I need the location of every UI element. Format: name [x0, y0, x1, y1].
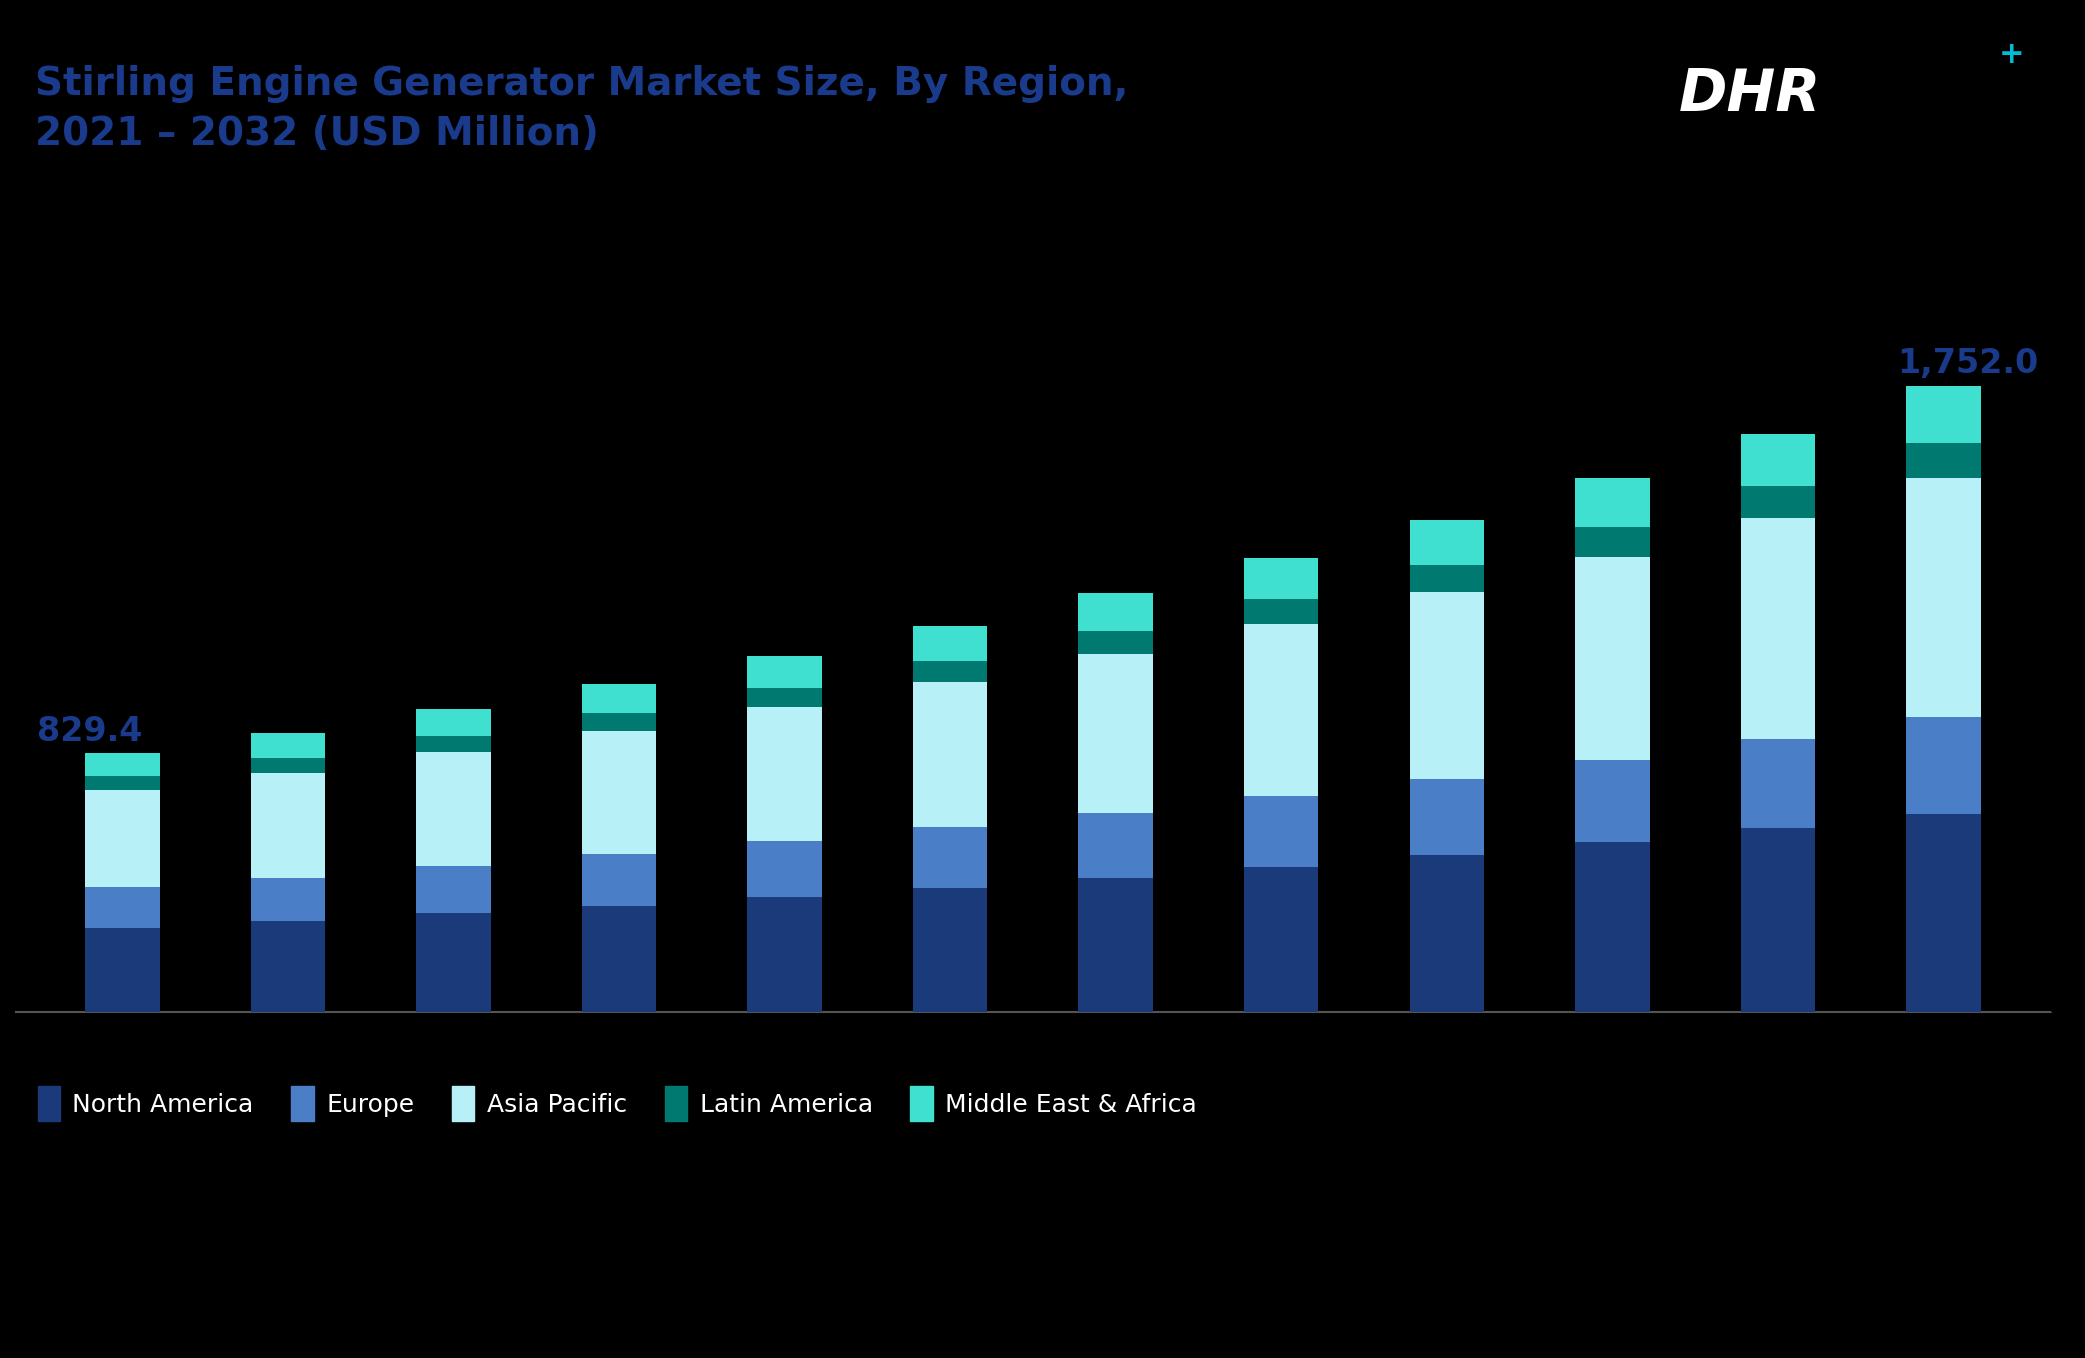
Bar [1245, 599, 1318, 623]
Bar [85, 754, 161, 777]
Bar [746, 898, 821, 1012]
Bar [1574, 557, 1649, 760]
Bar [1741, 519, 1816, 739]
Bar [1078, 593, 1153, 631]
Bar [1409, 856, 1485, 1012]
Bar [1906, 443, 1981, 478]
Text: 829.4: 829.4 [38, 714, 142, 748]
Bar [1574, 842, 1649, 1012]
Bar [1078, 812, 1153, 877]
Bar [1741, 739, 1816, 828]
Bar [1078, 655, 1153, 812]
Bar [250, 773, 325, 877]
Bar [1409, 778, 1485, 856]
Bar [1245, 866, 1318, 1012]
Bar [582, 731, 657, 854]
Bar [913, 682, 988, 827]
Bar [1574, 478, 1649, 527]
Bar [1741, 486, 1816, 519]
Bar [1409, 592, 1485, 778]
Bar [913, 888, 988, 1012]
Bar [746, 689, 821, 708]
Bar [582, 906, 657, 1012]
Bar [85, 777, 161, 790]
Text: Stirling Engine Generator Market Size, By Region,
2021 – 2032 (USD Million): Stirling Engine Generator Market Size, B… [35, 65, 1128, 152]
Bar [1906, 386, 1981, 443]
Text: +: + [2000, 39, 2025, 68]
Text: 1,752.0: 1,752.0 [1897, 348, 2039, 380]
Bar [582, 684, 657, 713]
Bar [85, 887, 161, 928]
Bar [1906, 717, 1981, 813]
Bar [1741, 433, 1816, 486]
Bar [250, 877, 325, 921]
Bar [417, 914, 490, 1012]
Bar [417, 752, 490, 866]
Bar [1906, 478, 1981, 717]
Bar [913, 661, 988, 682]
Bar [1574, 760, 1649, 842]
Bar [582, 713, 657, 731]
Bar [1078, 631, 1153, 655]
Bar [1906, 813, 1981, 1012]
Bar [1245, 623, 1318, 796]
Bar [1409, 565, 1485, 592]
Bar [746, 656, 821, 689]
Bar [582, 854, 657, 906]
Bar [85, 790, 161, 887]
Bar [417, 736, 490, 752]
Bar [746, 842, 821, 898]
Bar [1741, 828, 1816, 1012]
Bar [746, 708, 821, 842]
Bar [913, 827, 988, 888]
Text: DHR: DHR [1678, 67, 1820, 122]
Bar [1574, 527, 1649, 557]
Bar [417, 866, 490, 914]
Bar [1245, 796, 1318, 866]
Bar [1245, 558, 1318, 599]
Legend: North America, Europe, Asia Pacific, Latin America, Middle East & Africa: North America, Europe, Asia Pacific, Lat… [27, 1076, 1207, 1131]
Bar [85, 928, 161, 1012]
Bar [1409, 520, 1485, 565]
Bar [913, 626, 988, 661]
Bar [417, 709, 490, 736]
Bar [1078, 877, 1153, 1012]
Bar [250, 921, 325, 1012]
Bar [250, 758, 325, 773]
Bar [250, 733, 325, 758]
